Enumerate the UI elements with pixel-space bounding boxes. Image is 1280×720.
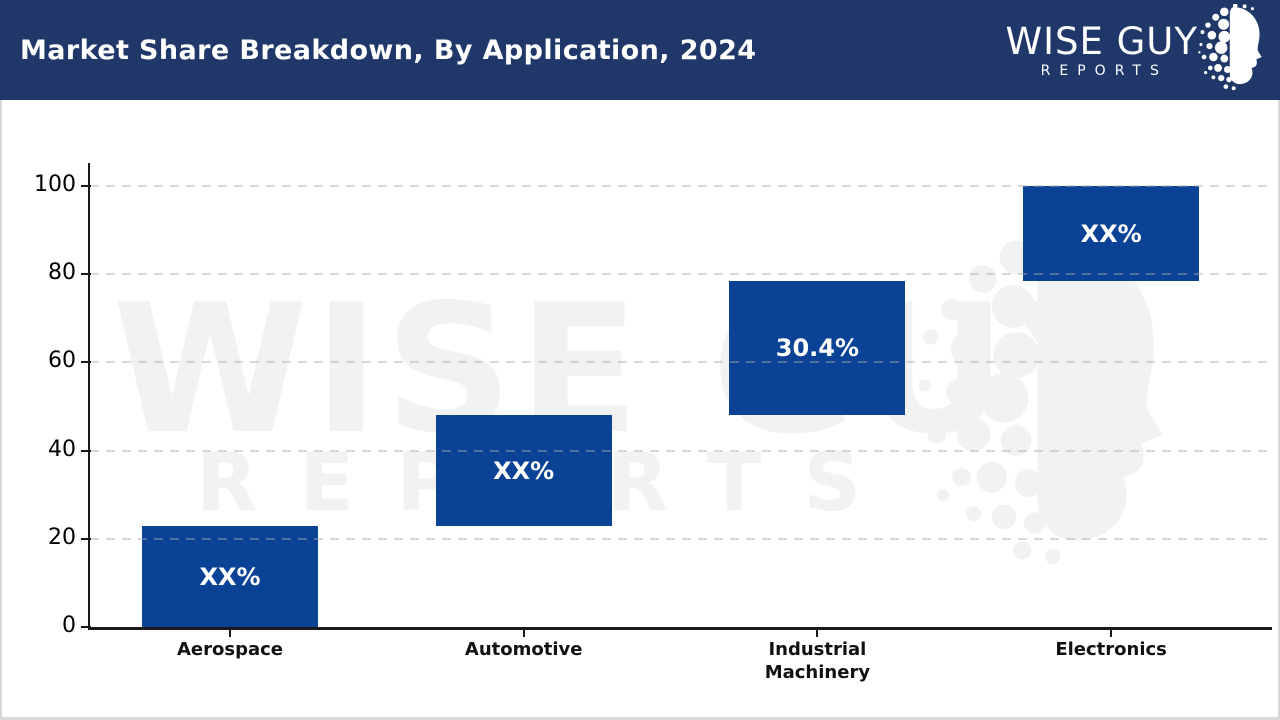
y-tick-mark	[81, 626, 91, 628]
x-tick-mark	[816, 630, 819, 637]
y-tick-label: 20	[48, 524, 76, 550]
x-tick-mark	[1110, 630, 1113, 637]
y-tick-mark	[81, 361, 91, 364]
wise-guy-face-icon	[1188, 4, 1270, 96]
x-tick-label: Industrial Machinery	[764, 639, 871, 683]
page-title: Market Share Breakdown, By Application, …	[20, 34, 757, 66]
x-tick-mark	[522, 630, 525, 637]
bar-value-label: XX%	[1080, 219, 1142, 248]
y-tick-label: 80	[48, 260, 76, 286]
x-tick-mark	[229, 630, 231, 637]
bar-value-label: XX%	[493, 456, 555, 485]
y-tick-mark	[81, 185, 91, 187]
y-tick-label: 0	[62, 613, 76, 638]
bar-automotive: XX%	[435, 415, 612, 527]
y-tick-mark	[81, 273, 91, 276]
gridline-40	[90, 449, 1272, 452]
gridline-100	[90, 185, 1272, 187]
bar-aerospace: XX%	[142, 526, 318, 627]
y-tick-mark	[81, 537, 91, 540]
brand-logo-text: WISE GUY REPORTS	[1006, 23, 1198, 78]
y-tick-label: 40	[48, 436, 76, 462]
y-axis-line	[88, 163, 90, 629]
x-axis-line	[88, 627, 1272, 630]
brand-logo: WISE GUY REPORTS	[1006, 4, 1270, 96]
chart-frame	[0, 100, 1280, 720]
x-tick-label: Electronics	[1055, 639, 1167, 660]
y-tick-label: 100	[34, 172, 76, 197]
x-tick-label: Automotive	[464, 639, 583, 660]
bar-electronics: XX%	[1023, 186, 1200, 282]
bar-industrial-machinery: 30.4%	[729, 281, 906, 416]
gridline-80	[90, 273, 1272, 276]
bar-value-label: 30.4%	[775, 334, 860, 363]
brand-name: WISE GUY	[1005, 19, 1198, 63]
bar-value-label: XX%	[199, 562, 261, 591]
x-tick-label: Aerospace	[176, 639, 283, 660]
y-tick-mark	[81, 449, 91, 452]
gridline-60	[90, 361, 1272, 364]
y-tick-label: 60	[48, 348, 76, 374]
gridline-20	[90, 537, 1272, 540]
header-bar: Market Share Breakdown, By Application, …	[0, 0, 1280, 100]
brand-subtitle: REPORTS	[1040, 62, 1168, 79]
